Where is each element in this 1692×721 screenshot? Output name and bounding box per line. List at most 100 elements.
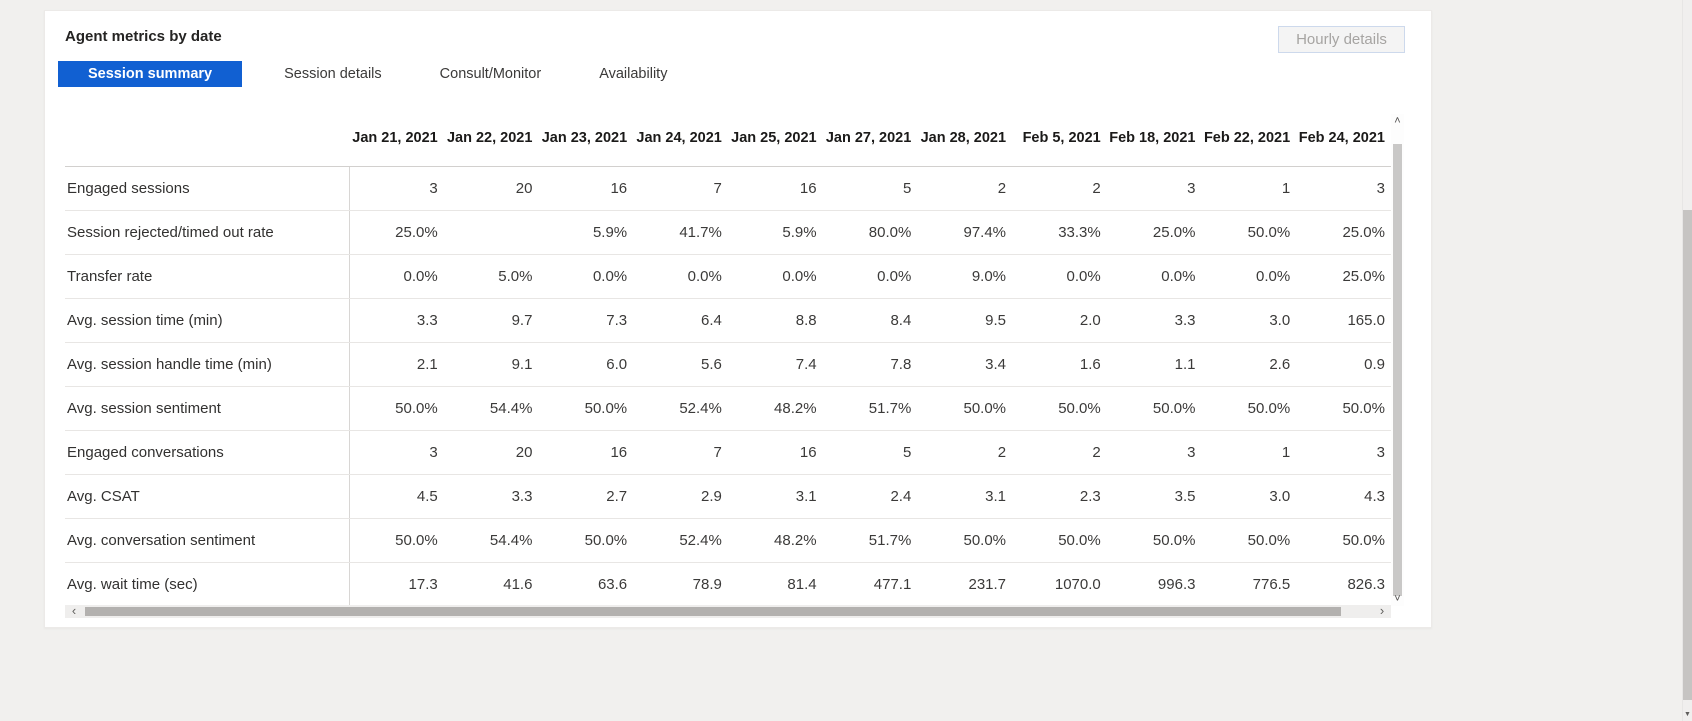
- metric-value-cell: 6.0: [538, 342, 634, 387]
- metric-value-cell: 5: [822, 430, 918, 475]
- table-row: Avg. CSAT 4.5 3.3 2.7 2.9 3.1 2.4 3.1 2.3 3.5 3.0 4…: [65, 474, 1391, 519]
- scroll-down-icon[interactable]: ˅: [1394, 593, 1401, 605]
- scroll-right-icon[interactable]: ›: [1379, 603, 1385, 618]
- vertical-scroll-thumb[interactable]: [1393, 144, 1402, 596]
- metric-value-cell: 3: [1106, 166, 1202, 211]
- table-row: Session rejected/timed out rate 25.0% 5.9%…: [65, 210, 1391, 255]
- metric-value-cell: 4.3: [1296, 474, 1391, 519]
- table-row: Avg. conversation sentiment 50.0% 54.4% 50.…: [65, 518, 1391, 563]
- column-header: Feb 5, 2021: [1012, 111, 1107, 167]
- metric-value-cell: 50.0%: [1012, 518, 1107, 563]
- metric-value-cell: 50.0%: [1201, 210, 1297, 255]
- table-row: Avg. session time (min) 3.3 9.7 7.3 6.4 8.8 8.…: [65, 298, 1391, 343]
- scroll-left-icon[interactable]: ‹: [71, 603, 77, 618]
- metric-value-cell: 17.3: [349, 562, 444, 607]
- metric-value-cell: 50.0%: [917, 386, 1013, 431]
- tab-availability[interactable]: Availability: [599, 66, 668, 82]
- table-horizontal-scrollbar[interactable]: ‹ ›: [65, 603, 1391, 618]
- metric-value-cell: 1: [1201, 430, 1297, 475]
- metric-value-cell: 54.4%: [443, 518, 539, 563]
- metric-value-cell: 41.7%: [633, 210, 728, 255]
- metric-value-cell: 7.3: [538, 298, 634, 343]
- metric-value-cell: 3: [349, 166, 444, 211]
- table-row: Engaged conversations 3 20 16 7 16 5 2 2 3 1 3: [65, 430, 1391, 475]
- metric-value-cell: 776.5: [1201, 562, 1297, 607]
- metric-value-cell: 2.6: [1201, 342, 1297, 387]
- metric-value-cell: 0.0%: [727, 254, 823, 299]
- metric-value-cell: 52.4%: [633, 518, 728, 563]
- table-row: Engaged sessions 3 20 16 7 16 5 2 2 3 1 3: [65, 166, 1391, 211]
- metric-value-cell: 51.7%: [822, 518, 918, 563]
- metric-value-cell: 16: [538, 166, 634, 211]
- metric-value-cell: 3.3: [443, 474, 539, 519]
- metric-value-cell: 5.9%: [727, 210, 823, 255]
- metric-value-cell: 2: [1012, 430, 1107, 475]
- metric-value-cell: 2.9: [633, 474, 728, 519]
- page-scroll-thumb[interactable]: [1683, 210, 1692, 700]
- horizontal-scroll-thumb[interactable]: [85, 607, 1341, 616]
- metric-value-cell: 231.7: [917, 562, 1013, 607]
- metric-value-cell: 4.5: [349, 474, 444, 519]
- metric-value-cell: 20: [443, 166, 539, 211]
- metric-value-cell: 16: [727, 430, 823, 475]
- metric-value-cell: 50.0%: [1201, 518, 1297, 563]
- metric-value-cell: 9.0%: [917, 254, 1013, 299]
- metric-label: Engaged sessions: [65, 166, 350, 211]
- metric-label: Engaged conversations: [65, 430, 350, 475]
- metric-value-cell: 996.3: [1106, 562, 1202, 607]
- metric-value-cell: 3.4: [917, 342, 1013, 387]
- hourly-details-button[interactable]: Hourly details: [1278, 26, 1405, 53]
- column-header: Jan 28, 2021: [917, 111, 1013, 167]
- metric-value-cell: 50.0%: [1296, 518, 1391, 563]
- column-header: Feb 24, 2021: [1296, 111, 1391, 167]
- page-scrollbar[interactable]: ▼: [1682, 0, 1692, 721]
- metric-value-cell: 3.3: [349, 298, 444, 343]
- metric-value-cell: 50.0%: [1106, 386, 1202, 431]
- metric-label: Avg. session handle time (min): [65, 342, 350, 387]
- metric-value-cell: 2: [1012, 166, 1107, 211]
- metric-value-cell: 52.4%: [633, 386, 728, 431]
- metric-value-cell: 7: [633, 430, 728, 475]
- metric-label: Session rejected/timed out rate: [65, 210, 350, 255]
- tab-session-details[interactable]: Session details: [284, 66, 382, 82]
- tab-session-summary[interactable]: Session summary: [58, 61, 243, 87]
- scroll-up-icon[interactable]: ˄: [1394, 115, 1401, 127]
- metric-value-cell: 0.0%: [822, 254, 918, 299]
- metric-value-cell: 20: [443, 430, 539, 475]
- column-header: Feb 18, 2021: [1106, 111, 1202, 167]
- metric-value-cell: 16: [538, 430, 634, 475]
- metric-label: Avg. CSAT: [65, 474, 350, 519]
- metric-value-cell: 3: [1296, 430, 1391, 475]
- metric-value-cell: 50.0%: [1012, 386, 1107, 431]
- metric-value-cell: 2.0: [1012, 298, 1107, 343]
- metric-value-cell: 5.0%: [443, 254, 539, 299]
- metric-value-cell: 2: [917, 430, 1013, 475]
- metric-label: Avg. wait time (sec): [65, 562, 350, 607]
- metric-value-cell: 5.9%: [538, 210, 634, 255]
- table-vertical-scrollbar[interactable]: ˄ ˅: [1391, 114, 1404, 606]
- metric-value-cell: 1070.0: [1012, 562, 1107, 607]
- metric-value-cell: 0.9: [1296, 342, 1391, 387]
- tab-consult-monitor[interactable]: Consult/Monitor: [439, 66, 542, 82]
- metric-value-cell: 50.0%: [1201, 386, 1297, 431]
- metric-value-cell: 3: [1106, 430, 1202, 475]
- metric-value-cell: 6.4: [633, 298, 728, 343]
- metric-value-cell: 2: [917, 166, 1013, 211]
- page-scroll-down-icon[interactable]: ▼: [1684, 711, 1691, 718]
- metric-value-cell: 25.0%: [1106, 210, 1202, 255]
- metric-value-cell: 0.0%: [633, 254, 728, 299]
- metric-value-cell: 1.6: [1012, 342, 1107, 387]
- metric-value-cell: 9.7: [443, 298, 539, 343]
- column-header: Feb 22, 2021: [1201, 111, 1297, 167]
- metric-value-cell: 1.1: [1106, 342, 1202, 387]
- metric-value-cell: 2.7: [538, 474, 634, 519]
- metric-value-cell: 2.3: [1012, 474, 1107, 519]
- metric-value-cell: 165.0: [1296, 298, 1391, 343]
- metric-value-cell: 81.4: [727, 562, 823, 607]
- metric-value-cell: 3.0: [1201, 474, 1297, 519]
- metric-value-cell: 477.1: [822, 562, 918, 607]
- column-header: Jan 24, 2021: [633, 111, 728, 167]
- metric-value-cell: 41.6: [443, 562, 539, 607]
- page-title: Agent metrics by date: [65, 28, 222, 45]
- metric-value-cell: 50.0%: [917, 518, 1013, 563]
